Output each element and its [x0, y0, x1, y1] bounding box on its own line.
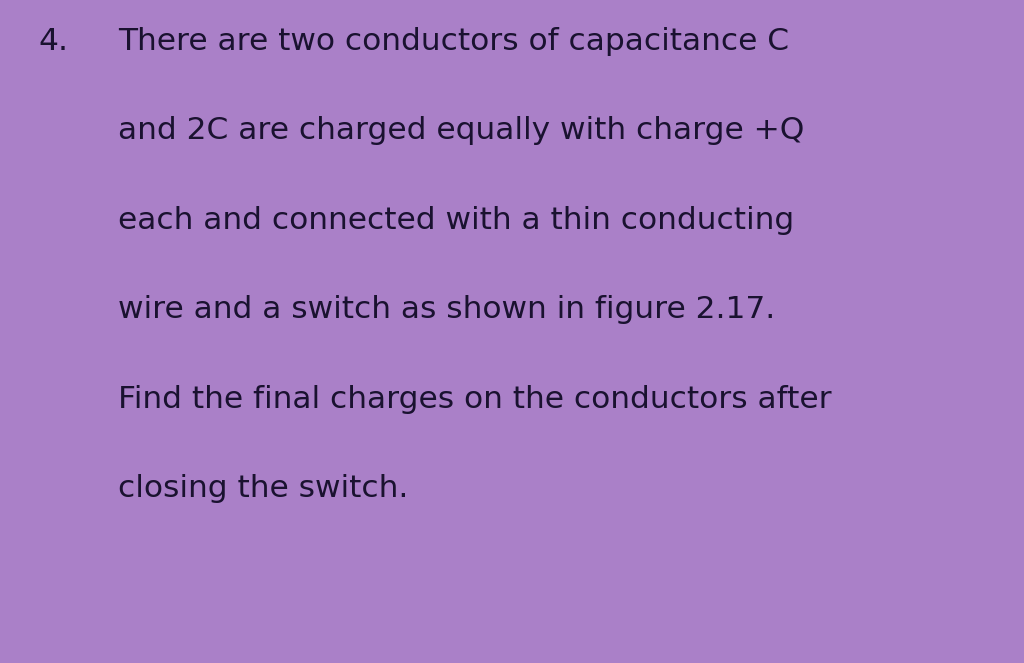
Text: wire and a switch as shown in figure 2.17.: wire and a switch as shown in figure 2.1…: [118, 295, 775, 324]
Text: There are two conductors of capacitance C: There are two conductors of capacitance …: [118, 27, 788, 56]
Text: Find the final charges on the conductors after: Find the final charges on the conductors…: [118, 385, 831, 414]
Text: 4.: 4.: [39, 27, 69, 56]
Text: closing the switch.: closing the switch.: [118, 474, 409, 503]
Text: each and connected with a thin conducting: each and connected with a thin conductin…: [118, 206, 794, 235]
Text: and 2C are charged equally with charge +Q: and 2C are charged equally with charge +…: [118, 116, 804, 145]
